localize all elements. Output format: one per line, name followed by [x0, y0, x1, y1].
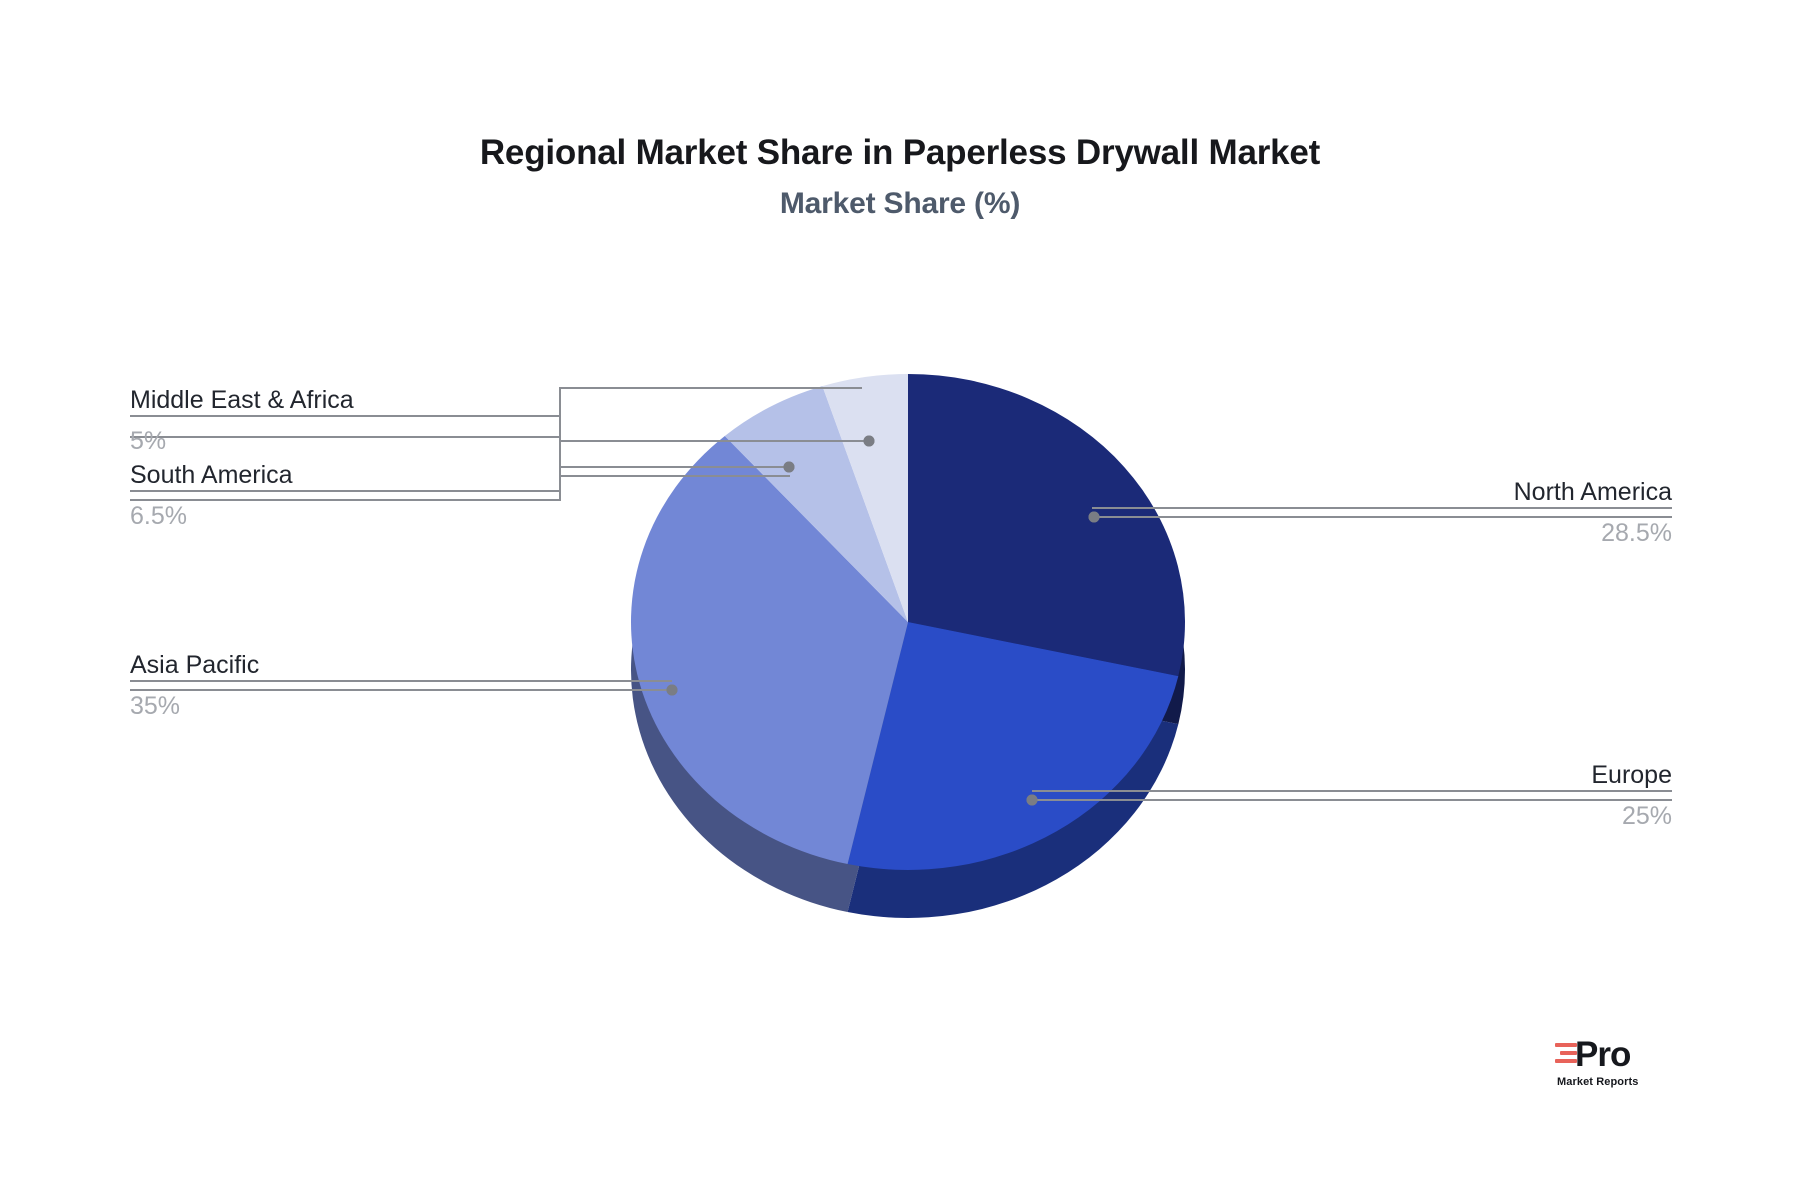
- pie-slice-south-america[interactable]: [724, 386, 908, 622]
- pie-svg: [631, 374, 1185, 918]
- callout-rule-south-america: [130, 490, 560, 492]
- callout-label-asia-pacific: Asia Pacific: [130, 651, 260, 679]
- chart-subtitle: Market Share (%): [779, 187, 1021, 220]
- logo-tagline: Market Reports: [1557, 1076, 1639, 1088]
- callout-value-north-america: 28.5%: [1601, 519, 1672, 547]
- callout-value-south-america: 6.5%: [130, 502, 187, 530]
- pie-slice-asia-pacific[interactable]: [631, 435, 908, 865]
- logo-bars-icon: [1555, 1043, 1581, 1069]
- chart-title: Regional Market Share in Paperless Drywa…: [479, 133, 1321, 172]
- callout-value-asia-pacific: 35%: [130, 692, 181, 720]
- callout-rule-asia-pacific: [130, 680, 672, 682]
- pie-slice-north-america[interactable]: [908, 374, 1185, 677]
- callout-rule-europe: [1032, 790, 1672, 792]
- callout-europe[interactable]: Europe 25%: [1032, 760, 1672, 831]
- pie-slices: [631, 374, 1185, 870]
- callout-rule-middle-east-africa: [130, 415, 560, 417]
- callout-value-middle-east-africa: 5%: [130, 427, 167, 455]
- callout-label-north-america: North America: [1513, 478, 1672, 506]
- callout-south-america[interactable]: South America 6.5%: [130, 460, 560, 531]
- callout-label-middle-east-africa: Middle East & Africa: [130, 386, 354, 414]
- pie-chart: [583, 374, 1233, 944]
- callout-asia-pacific[interactable]: Asia Pacific 35%: [130, 650, 672, 721]
- pie-slice-europe[interactable]: [847, 622, 1179, 870]
- callout-label-europe: Europe: [1591, 761, 1672, 789]
- callout-north-america[interactable]: North America 28.5%: [1092, 477, 1672, 548]
- logo-pro-market-reports[interactable]: Pro Market Reports: [1555, 1030, 1663, 1092]
- callout-middle-east-africa[interactable]: Middle East & Africa 5%: [130, 385, 560, 456]
- logo-wordmark: Pro: [1575, 1035, 1631, 1074]
- callout-value-europe: 25%: [1621, 802, 1672, 830]
- callout-rule-north-america: [1092, 507, 1672, 509]
- callout-label-south-america: South America: [130, 461, 293, 489]
